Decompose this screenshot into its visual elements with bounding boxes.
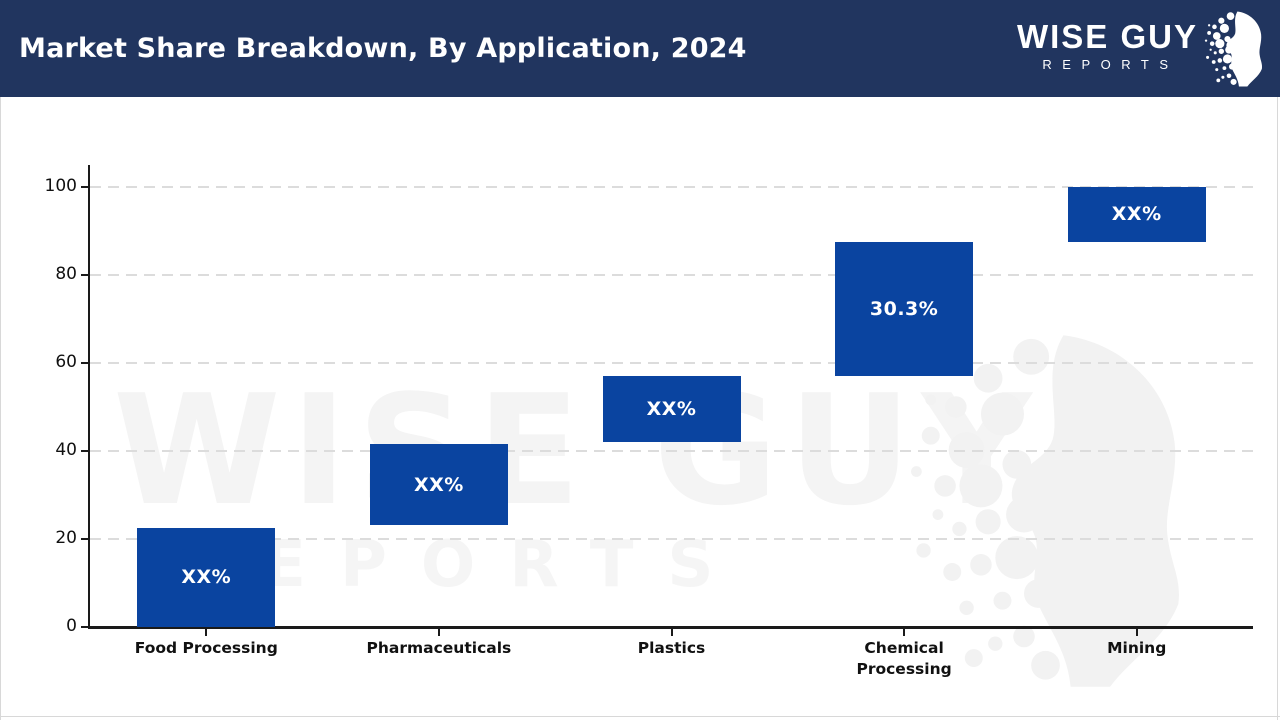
bar-pharmaceuticals: XX% bbox=[369, 443, 508, 526]
logo-wordmark-line2: REPORTS bbox=[1042, 57, 1179, 72]
y-axis-spine bbox=[88, 165, 90, 629]
y-tick-label-80: 80 bbox=[55, 263, 77, 284]
x-category-label: Chemical Processing bbox=[856, 638, 952, 678]
bar-value-label: XX% bbox=[413, 473, 464, 496]
x-category-label: Food Processing bbox=[134, 638, 278, 657]
x-tick-4 bbox=[1135, 628, 1138, 636]
x-tick-0 bbox=[205, 628, 208, 636]
header-band: Market Share Breakdown, By Application, … bbox=[0, 0, 1280, 97]
bar-value-label: XX% bbox=[181, 566, 232, 588]
brand-logo: WISE GUY REPORTS bbox=[1016, 8, 1266, 90]
gridline-100 bbox=[90, 185, 1253, 188]
x-category-label: Plastics bbox=[637, 638, 706, 657]
bar-value-label: 30.3% bbox=[869, 298, 939, 321]
gridline-60 bbox=[90, 361, 1253, 364]
x-category-label: Mining bbox=[1107, 638, 1167, 657]
y-tick-80 bbox=[81, 273, 89, 276]
gridline-20 bbox=[90, 537, 1253, 540]
x-tick-2 bbox=[670, 628, 673, 636]
y-tick-label-0: 0 bbox=[66, 615, 77, 636]
y-tick-20 bbox=[81, 537, 89, 540]
bar-chemical-processing: 30.3% bbox=[835, 242, 974, 376]
x-axis-spine bbox=[88, 625, 1253, 629]
y-tick-label-20: 20 bbox=[55, 527, 77, 548]
y-tick-label-40: 40 bbox=[55, 439, 77, 460]
gridline-40 bbox=[90, 449, 1253, 452]
y-tick-label-60: 60 bbox=[55, 351, 77, 372]
bottom-border bbox=[0, 716, 1280, 717]
bar-food-processing: XX% bbox=[137, 527, 276, 627]
y-tick-60 bbox=[81, 361, 89, 364]
y-tick-40 bbox=[81, 449, 89, 452]
logo-wordmark-line1: WISE GUY bbox=[1016, 18, 1198, 55]
x-tick-3 bbox=[903, 628, 906, 636]
gridline-80 bbox=[90, 273, 1253, 276]
bar-mining: XX% bbox=[1067, 186, 1206, 243]
y-tick-0 bbox=[81, 625, 89, 628]
logo-wordmark: WISE GUY REPORTS bbox=[1017, 20, 1198, 72]
bar-value-label: XX% bbox=[646, 397, 697, 420]
chart-title: Market Share Breakdown, By Application, … bbox=[19, 33, 747, 64]
y-tick-label-100: 100 bbox=[44, 175, 77, 196]
y-tick-100 bbox=[81, 185, 89, 188]
bar-plastics: XX% bbox=[602, 375, 741, 442]
x-category-label: Pharmaceuticals bbox=[366, 638, 512, 657]
x-tick-1 bbox=[437, 628, 440, 636]
bar-value-label: XX% bbox=[1111, 203, 1162, 226]
logo-face-icon bbox=[1204, 11, 1263, 87]
